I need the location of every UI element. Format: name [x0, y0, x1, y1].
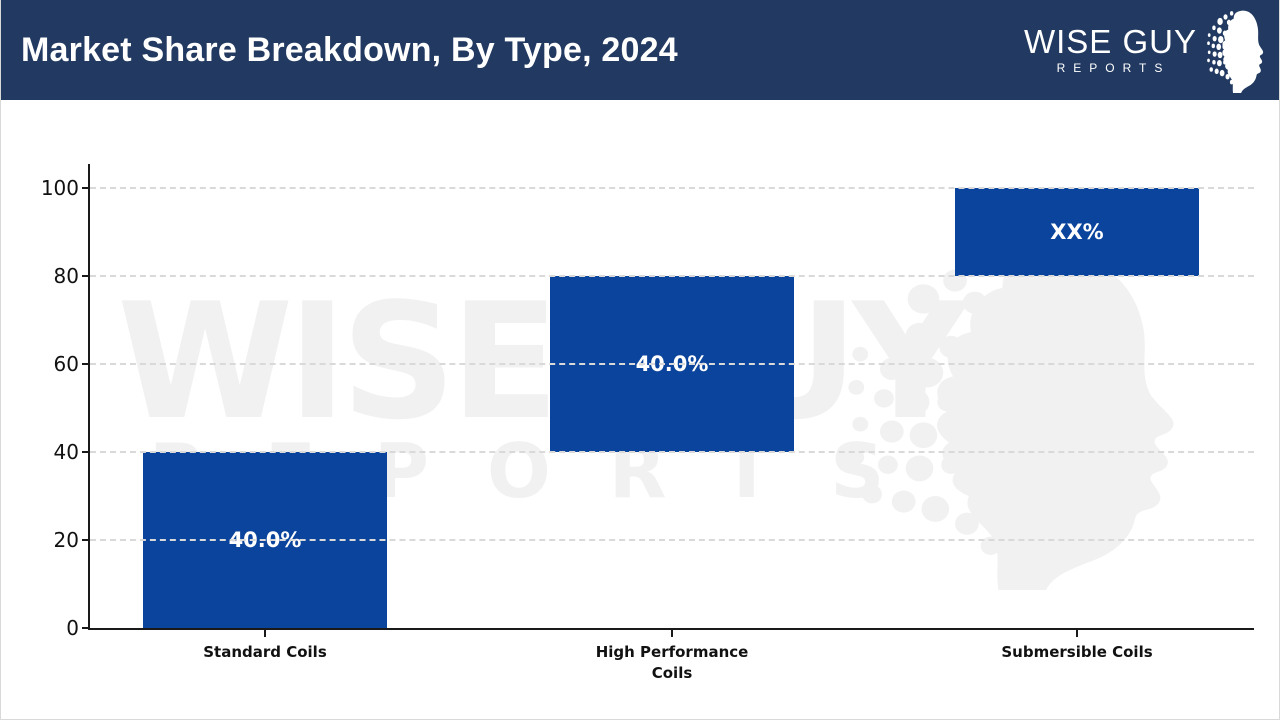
x-tick-label-line: Standard Coils — [203, 643, 327, 661]
x-tick-label: Standard Coils — [105, 642, 425, 663]
brand-logo-text: WISE GUY REPORTS — [1023, 22, 1197, 76]
brand-logo: WISE GUY REPORTS — [1024, 7, 1267, 93]
dotted-head-icon — [1207, 10, 1264, 93]
y-tick-label: 0 — [66, 616, 79, 640]
brand-name: WISE GUY — [1023, 22, 1197, 60]
bar-value-label: XX% — [1050, 220, 1104, 244]
x-tick-mark — [1076, 630, 1078, 637]
y-tick-label: 40 — [53, 440, 79, 464]
watermark-text-big: WISE GUY — [117, 268, 968, 455]
x-tick-label-line: Submersible Coils — [1001, 643, 1153, 661]
x-tick-mark — [264, 630, 266, 637]
y-tick-label: 100 — [40, 176, 79, 200]
y-tick-mark — [82, 187, 90, 189]
gridline — [90, 187, 1254, 189]
y-tick-mark — [82, 539, 90, 541]
x-axis-line — [88, 628, 1254, 630]
y-tick-mark — [82, 275, 90, 277]
y-tick-mark — [82, 451, 90, 453]
gridline — [90, 539, 1254, 541]
header-bar: Market Share Breakdown, By Type, 2024 WI… — [1, 0, 1279, 100]
x-tick-label-line: High Performance — [595, 643, 749, 661]
x-tick-label: Submersible Coils — [917, 642, 1237, 663]
y-tick-mark — [82, 627, 90, 629]
y-tick-label: 20 — [53, 528, 79, 552]
watermark-face-icon — [848, 254, 1174, 590]
y-tick-label: 80 — [53, 264, 79, 288]
bar-submersible-coils: XX% — [955, 188, 1199, 276]
gridline — [90, 363, 1254, 365]
x-tick-label-line: Coils — [651, 664, 693, 682]
y-tick-mark — [82, 363, 90, 365]
chart-title: Market Share Breakdown, By Type, 2024 — [21, 30, 678, 69]
x-tick-mark — [671, 630, 673, 637]
brand-tagline: REPORTS — [1056, 61, 1171, 76]
gridline — [90, 451, 1254, 453]
y-axis-line — [88, 164, 90, 630]
x-tick-label: High Performance Coils — [512, 642, 832, 684]
y-tick-label: 60 — [53, 352, 79, 376]
chart-area: WISE GUY REPORTS 0 20 40 60 80 100 40.0% 40.0% X… — [1, 100, 1279, 719]
gridline — [90, 275, 1254, 277]
